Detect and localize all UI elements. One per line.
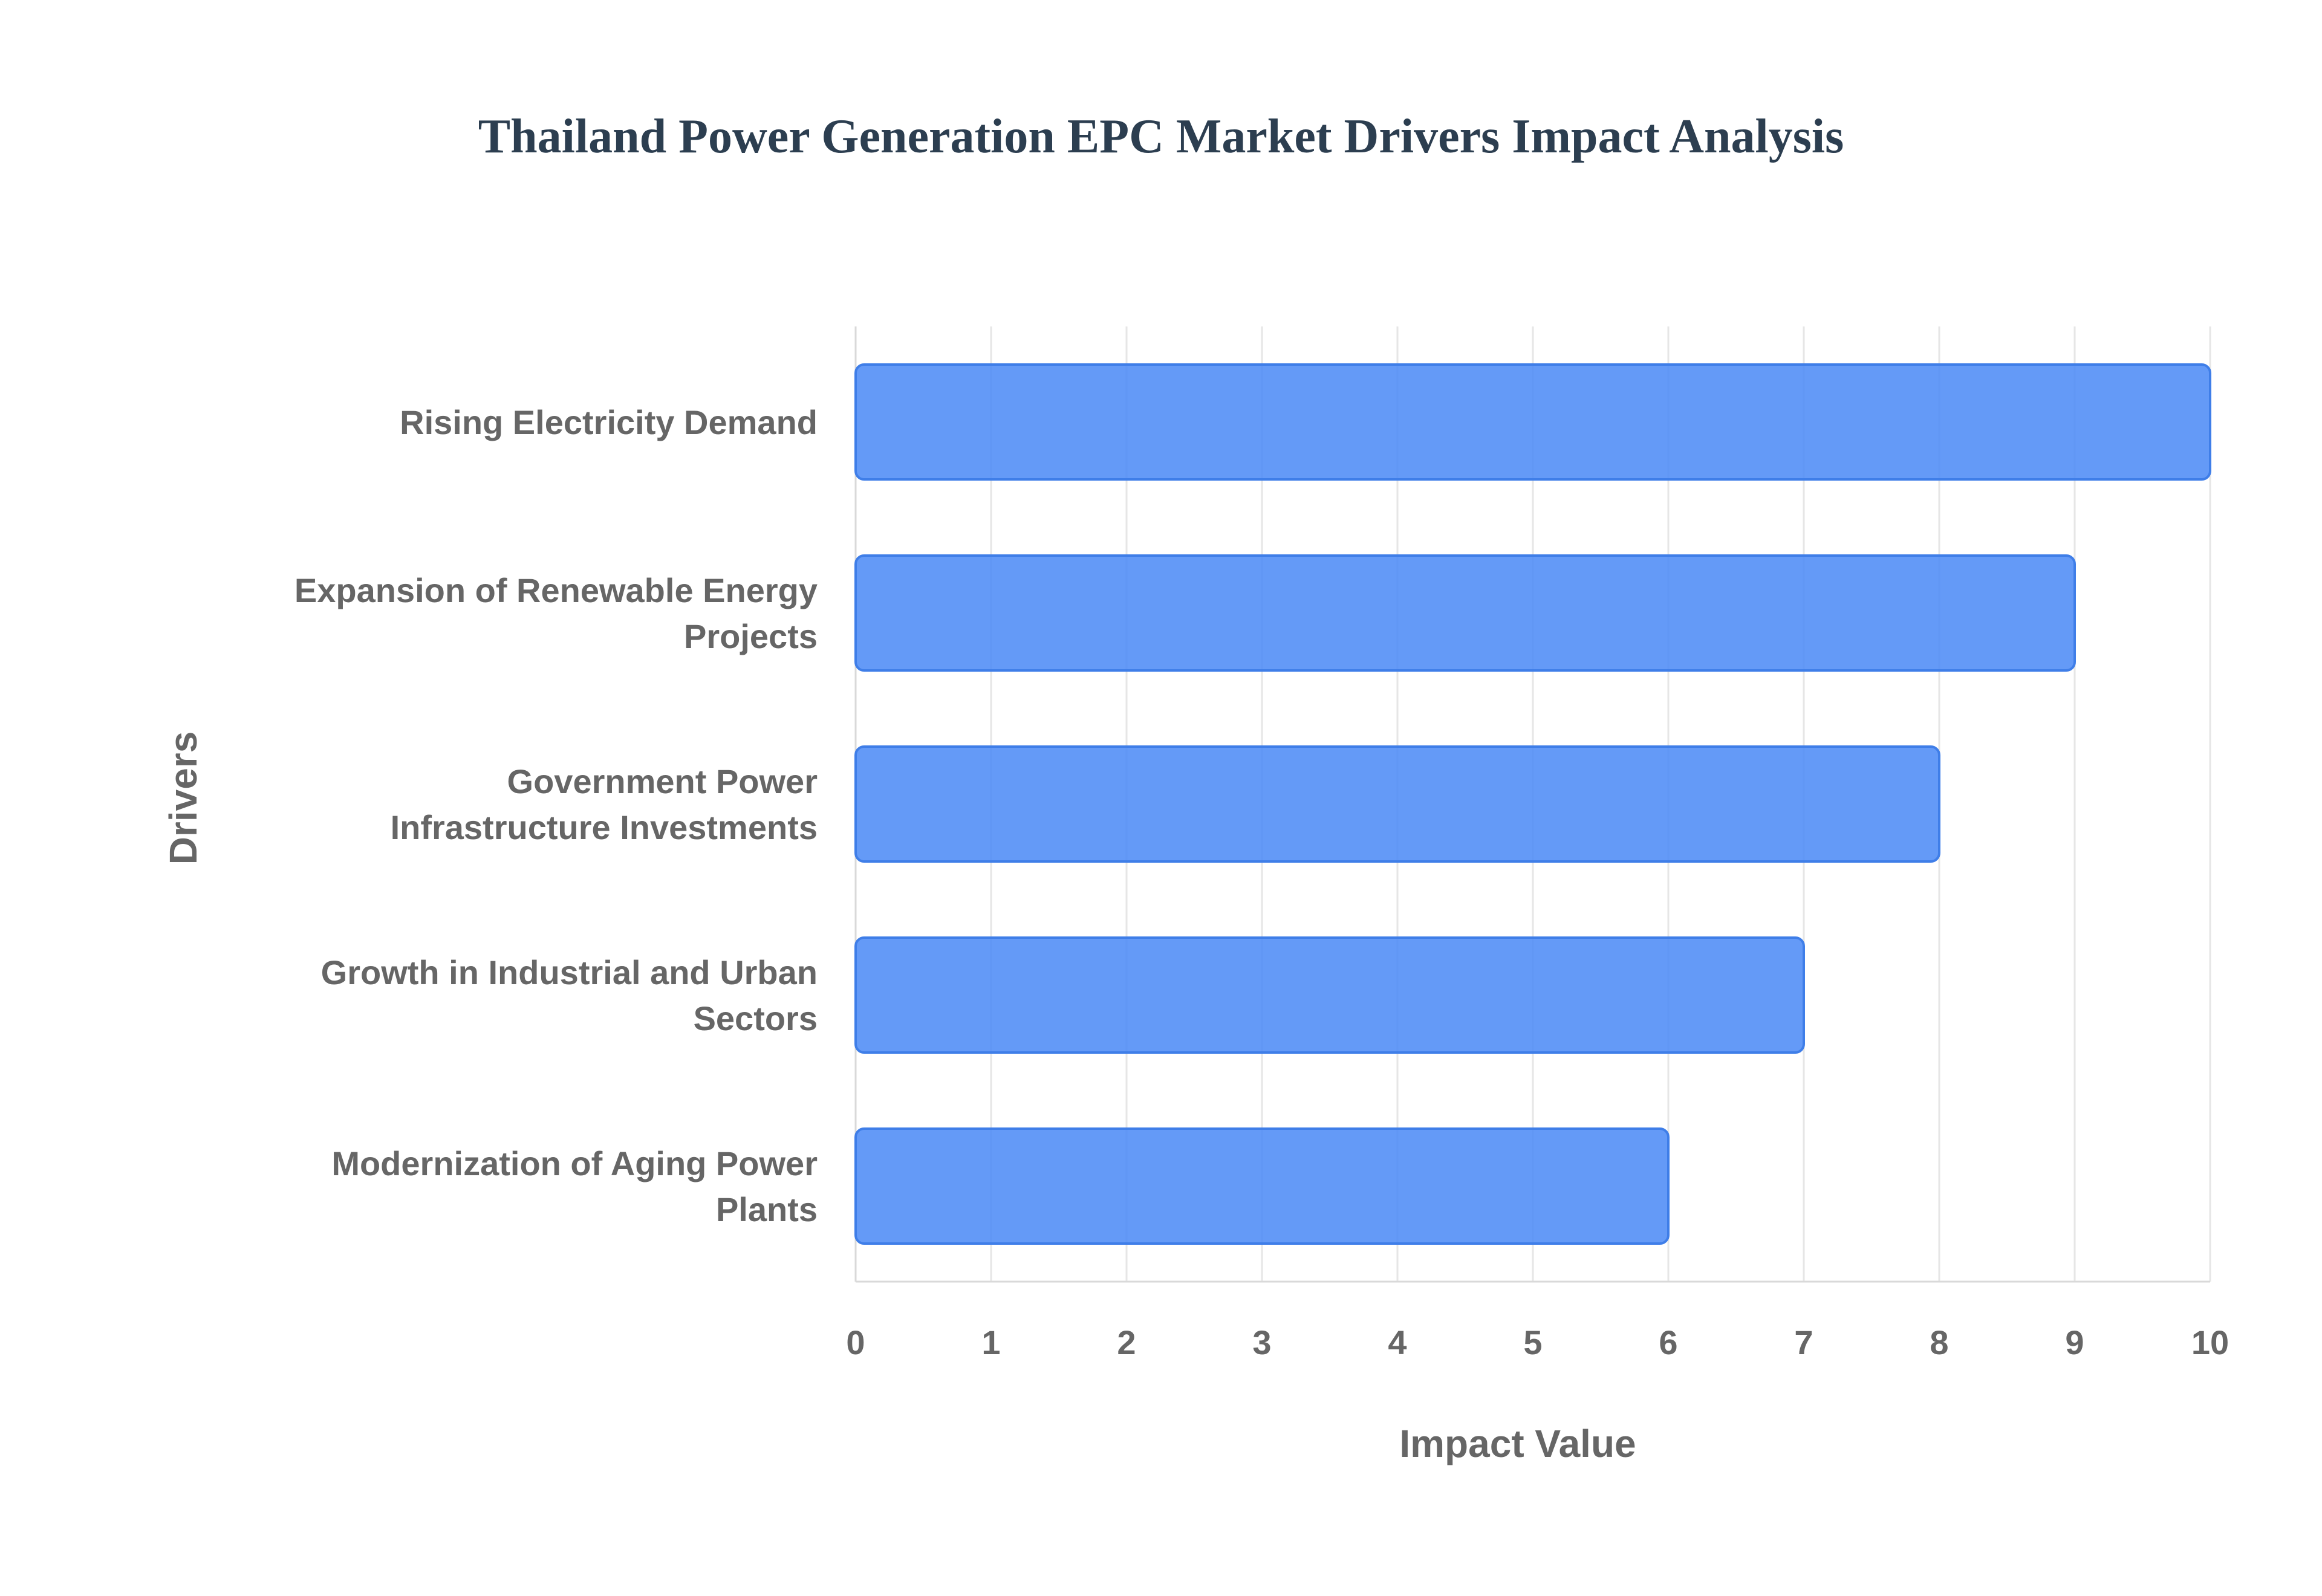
- x-tick-label-1: 1: [981, 1323, 1000, 1361]
- x-tick-label-4: 4: [1388, 1323, 1407, 1361]
- category-label-line: Modernization of Aging Power: [331, 1144, 818, 1182]
- category-label-line: Rising Electricity Demand: [400, 403, 818, 441]
- y-axis-title: Drivers: [161, 731, 205, 865]
- category-label-line: Sectors: [694, 999, 818, 1037]
- bar-5[interactable]: [854, 1127, 1670, 1245]
- bars: [854, 363, 2211, 1245]
- x-tick-label-10: 10: [2191, 1323, 2229, 1361]
- category-label-3: Government Power Infrastructure Investmen…: [391, 762, 818, 846]
- category-label-line: Growth in Industrial and Urban: [321, 953, 818, 991]
- category-label-2: Expansion of Renewable Energy Projects: [294, 571, 818, 655]
- x-tick-label-2: 2: [1117, 1323, 1136, 1361]
- category-label-line: Government Power: [507, 762, 818, 800]
- bar-1[interactable]: [854, 363, 2211, 481]
- x-tick-label-7: 7: [1794, 1323, 1813, 1361]
- category-label-5: Modernization of Aging Power Plants: [331, 1144, 818, 1228]
- x-tick-labels: 0 1 2 3 4 5 6 7 8 9 10: [846, 1323, 2229, 1361]
- category-label-4: Growth in Industrial and Urban Sectors: [321, 953, 818, 1037]
- x-tick-label-8: 8: [1930, 1323, 1948, 1361]
- bar-2[interactable]: [854, 554, 2076, 672]
- x-tick-label-3: 3: [1252, 1323, 1271, 1361]
- category-label-line: Projects: [684, 617, 818, 655]
- category-label-1: Rising Electricity Demand: [400, 403, 818, 441]
- x-axis-title: Impact Value: [1399, 1422, 1636, 1465]
- category-label-line: Plants: [716, 1190, 818, 1228]
- bar-4[interactable]: [854, 936, 1805, 1054]
- x-tick-label-9: 9: [2065, 1323, 2084, 1361]
- chart-title: Thailand Power Generation EPC Market Dri…: [478, 110, 1844, 163]
- category-label-line: Infrastructure Investments: [391, 808, 818, 846]
- x-tick-label-6: 6: [1659, 1323, 1677, 1361]
- category-labels: Rising Electricity Demand Expansion of Re…: [294, 403, 818, 1228]
- x-tick-label-0: 0: [846, 1323, 865, 1361]
- bar-3[interactable]: [854, 745, 1940, 863]
- x-tick-label-5: 5: [1523, 1323, 1542, 1361]
- category-label-line: Expansion of Renewable Energy: [294, 571, 818, 609]
